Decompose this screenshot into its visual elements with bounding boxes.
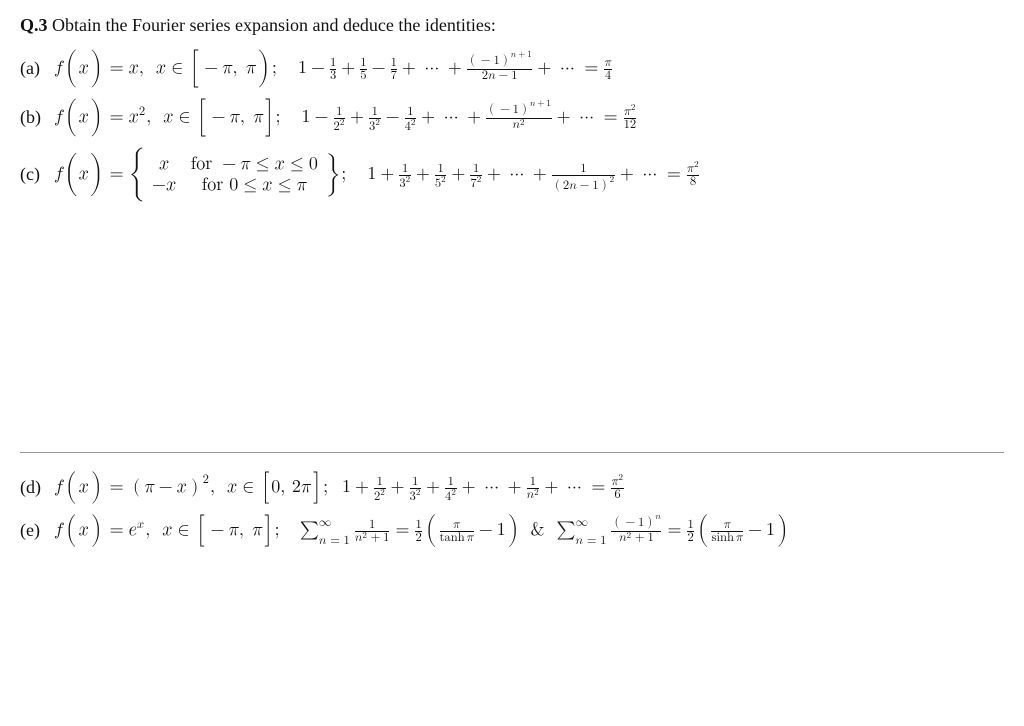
item-e: (e) f(x)=ex, x∈[−π,π]; ∑n=1∞ 1n2+1 = 12 … xyxy=(20,514,1004,547)
item-b-math: f(x)=x2, x∈[−π,π]; 1− 122+ 132− 142+⋯+ (… xyxy=(54,98,637,137)
item-c: (c) f(x)= { x for −π≤x≤0 −x for 0≤x≤π xyxy=(20,147,1004,202)
item-c-math: f(x)= { x for −π≤x≤0 −x for 0≤x≤π }; xyxy=(54,147,700,202)
item-d-label: (d) xyxy=(20,474,48,501)
page: Q.3 Obtain the Fourier series expansion … xyxy=(0,0,1024,726)
separator-line xyxy=(20,452,1004,453)
question-heading: Q.3 Obtain the Fourier series expansion … xyxy=(20,12,1004,39)
item-b: (b) f(x)=x2, x∈[−π,π]; 1− 122+ 132− 142+… xyxy=(20,98,1004,137)
item-e-math: f(x)=ex, x∈[−π,π]; ∑n=1∞ 1n2+1 = 12 ( πt… xyxy=(54,514,791,547)
item-a-math: f(x)=x, x∈[−π,π); 1− 13+ 15− 17+⋯+ (−1)n… xyxy=(54,49,613,88)
item-c-label: (c) xyxy=(20,161,48,188)
item-d: (d) f(x)= (π−x)2, x∈[0,2π]; 1+ 122+ 132+… xyxy=(20,471,1004,504)
item-a-label: (a) xyxy=(20,55,48,82)
item-a: (a) f(x)=x, x∈[−π,π); 1− 13+ 15− 17+⋯+ (… xyxy=(20,49,1004,88)
item-e-label: (e) xyxy=(20,517,48,544)
question-text: Obtain the Fourier series expansion and … xyxy=(52,15,496,35)
question-number: Q.3 xyxy=(20,15,48,35)
item-d-math: f(x)= (π−x)2, x∈[0,2π]; 1+ 122+ 132+ 142… xyxy=(54,471,625,504)
item-b-label: (b) xyxy=(20,104,48,131)
vertical-gap xyxy=(20,202,1004,452)
